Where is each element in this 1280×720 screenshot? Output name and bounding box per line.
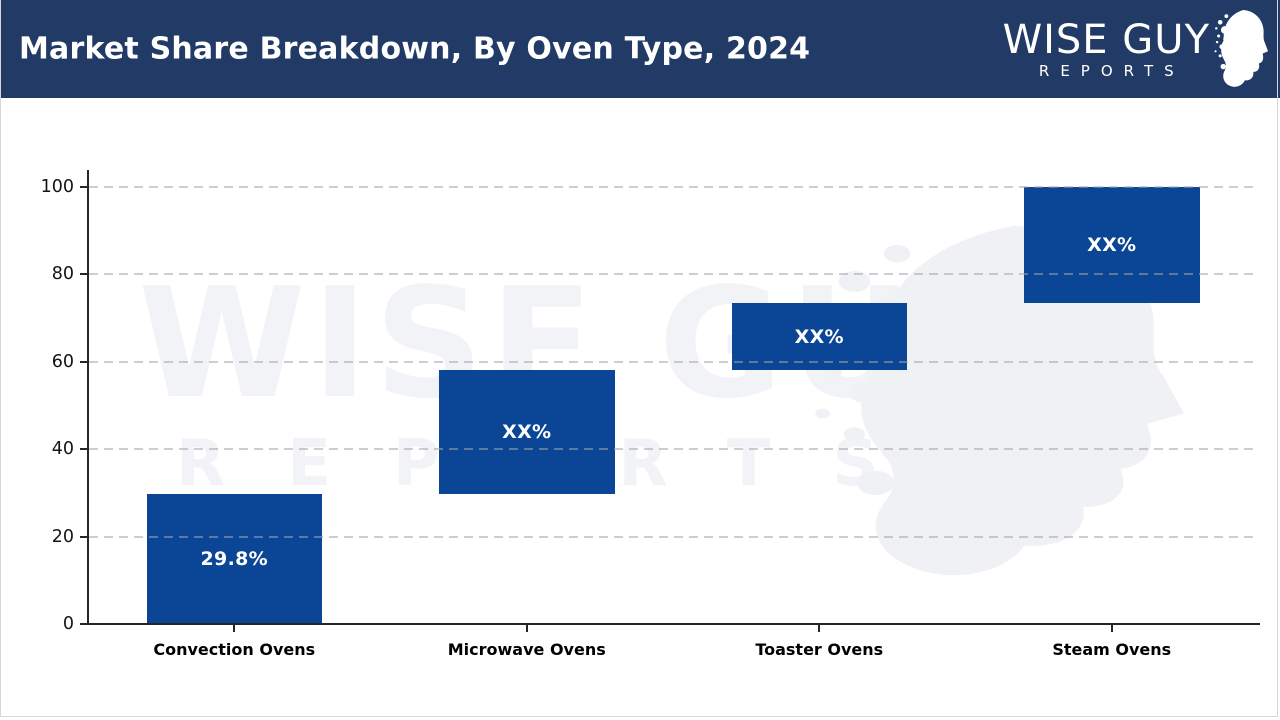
y-tick-mark bbox=[80, 360, 87, 363]
gridline bbox=[89, 448, 1258, 451]
x-axis-label-convection-ovens: Convection Ovens bbox=[153, 640, 316, 659]
x-tick-mark bbox=[525, 625, 528, 632]
gridline bbox=[89, 535, 1258, 538]
brand-logo-text: WISE GUY REPORTS bbox=[1003, 20, 1210, 79]
y-tick-label: 80 bbox=[51, 264, 74, 285]
y-tick-label: 0 bbox=[62, 614, 74, 634]
brand-logo: WISE GUY REPORTS bbox=[1003, 0, 1268, 98]
bar-value-label: XX% bbox=[502, 420, 552, 443]
gridline bbox=[89, 186, 1258, 188]
x-axis-label-steam-ovens: Steam Ovens bbox=[1052, 640, 1172, 659]
y-tick-mark bbox=[80, 273, 87, 276]
bar-toaster-ovens: XX% bbox=[731, 303, 907, 371]
page-title: Market Share Breakdown, By Oven Type, 20… bbox=[19, 31, 811, 67]
y-tick-mark bbox=[80, 623, 87, 625]
brand-face-icon bbox=[1214, 10, 1268, 87]
y-tick-mark bbox=[80, 186, 87, 188]
y-tick-label: 100 bbox=[40, 177, 74, 197]
x-axis-label-toaster-ovens: Toaster Ovens bbox=[755, 640, 884, 659]
brand-name: WISE GUY bbox=[1002, 16, 1210, 63]
bar-convection-ovens: 29.8% bbox=[146, 493, 322, 624]
x-axis-line bbox=[87, 623, 1260, 625]
y-tick-label: 40 bbox=[51, 439, 74, 460]
bar-microwave-ovens: XX% bbox=[439, 370, 615, 494]
gridline bbox=[89, 360, 1258, 363]
x-tick-mark bbox=[1110, 625, 1113, 632]
y-axis-line bbox=[87, 170, 89, 625]
bar-value-label: XX% bbox=[794, 325, 844, 348]
y-tick-mark bbox=[80, 448, 87, 451]
x-axis-label-microwave-ovens: Microwave Ovens bbox=[447, 640, 606, 659]
bar-steam-ovens: XX% bbox=[1024, 187, 1200, 304]
header: Market Share Breakdown, By Oven Type, 20… bbox=[0, 0, 1280, 98]
x-tick-mark bbox=[233, 625, 236, 632]
x-tick-mark bbox=[818, 625, 821, 632]
bar-value-label: 29.8% bbox=[200, 547, 268, 570]
gridline bbox=[89, 273, 1258, 276]
bar-value-label: XX% bbox=[1087, 234, 1137, 257]
brand-subtitle: REPORTS bbox=[1038, 61, 1185, 80]
y-tick-label: 60 bbox=[51, 351, 74, 372]
y-tick-label: 20 bbox=[51, 526, 74, 547]
y-tick-mark bbox=[80, 535, 87, 538]
